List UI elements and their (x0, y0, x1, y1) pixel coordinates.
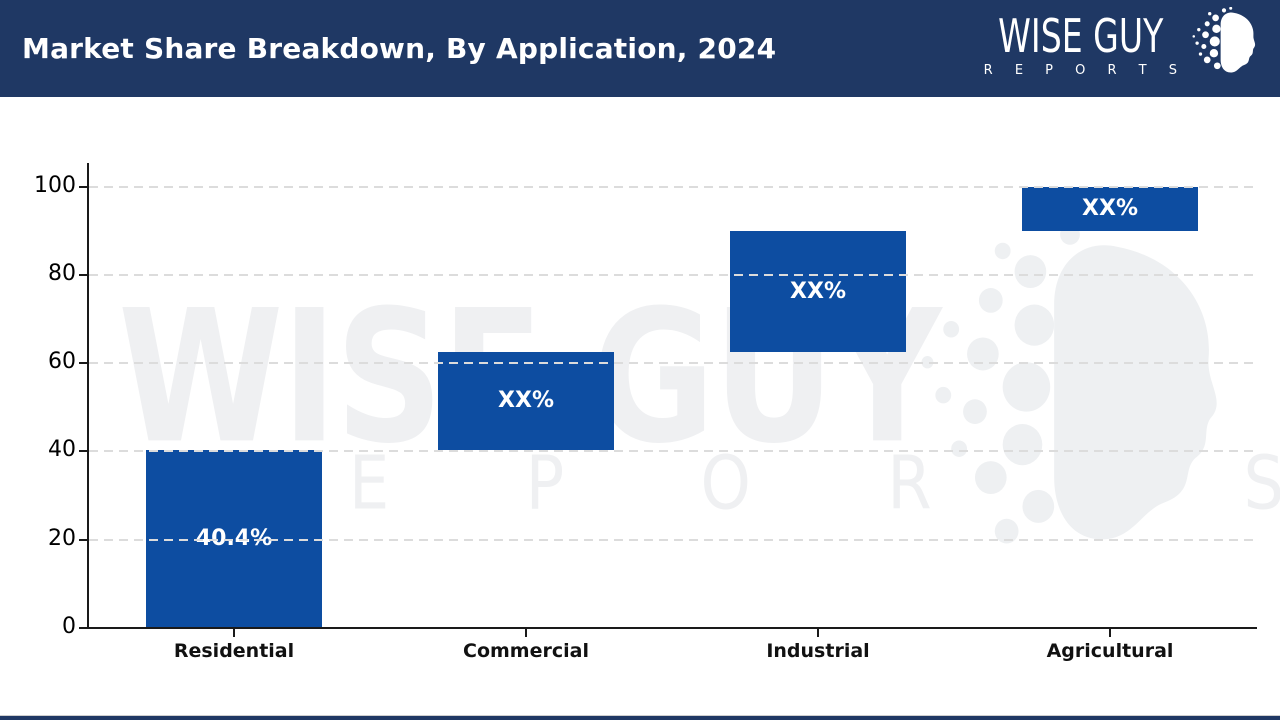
y-tick-label: 20 (48, 525, 76, 551)
bar-commercial: XX% (438, 352, 614, 450)
y-tick-mark (79, 627, 87, 629)
x-tick-mark (525, 629, 527, 637)
y-tick-label: 60 (48, 349, 76, 375)
gridline-60 (89, 362, 1256, 365)
logo-face-icon (1192, 6, 1256, 73)
watermark-face (921, 224, 1217, 544)
x-category-label: Commercial (463, 640, 589, 662)
y-tick-label: 40 (48, 437, 76, 463)
footer-hairline (0, 715, 1280, 716)
x-tick-mark (817, 629, 819, 637)
bar-industrial: XX% (730, 230, 906, 353)
x-tick-mark (1109, 629, 1111, 637)
y-tick-label: 80 (48, 260, 76, 286)
x-category-label: Residential (173, 640, 295, 662)
x-axis-line (87, 627, 1257, 629)
gridline-40 (89, 450, 1256, 453)
y-tick-mark (79, 362, 87, 365)
gridline-20 (89, 538, 1256, 541)
y-tick-mark (79, 450, 87, 453)
x-category-label: Agricultural (1046, 640, 1174, 662)
y-tick-label: 100 (34, 172, 76, 198)
y-axis-line (87, 163, 89, 629)
y-tick-mark (79, 273, 87, 276)
bar-value-label: XX% (790, 278, 846, 304)
gridline-100 (89, 185, 1256, 188)
logo-wordmark: WISE GUY (998, 10, 1164, 64)
wise-guy-logo: WISE GUY R E P O R T S (976, 6, 1280, 91)
bar-value-label: XX% (498, 388, 554, 414)
x-tick-mark (233, 629, 235, 637)
footer-bar (0, 716, 1280, 720)
y-tick-mark (79, 538, 87, 541)
page-title: Market Share Breakdown, By Application, … (22, 32, 777, 65)
y-tick-label: 0 (62, 614, 76, 639)
gridline-80 (89, 273, 1256, 276)
logo-text: WISE GUY R E P O R T S (976, 14, 1186, 78)
bar-agricultural: XX% (1022, 186, 1198, 231)
y-tick-mark (79, 185, 87, 188)
bar-value-label: XX% (1082, 196, 1138, 222)
header-banner: Market Share Breakdown, By Application, … (0, 0, 1280, 97)
x-category-label: Industrial (766, 640, 870, 662)
logo-subtitle: R E P O R T S (983, 62, 1186, 78)
